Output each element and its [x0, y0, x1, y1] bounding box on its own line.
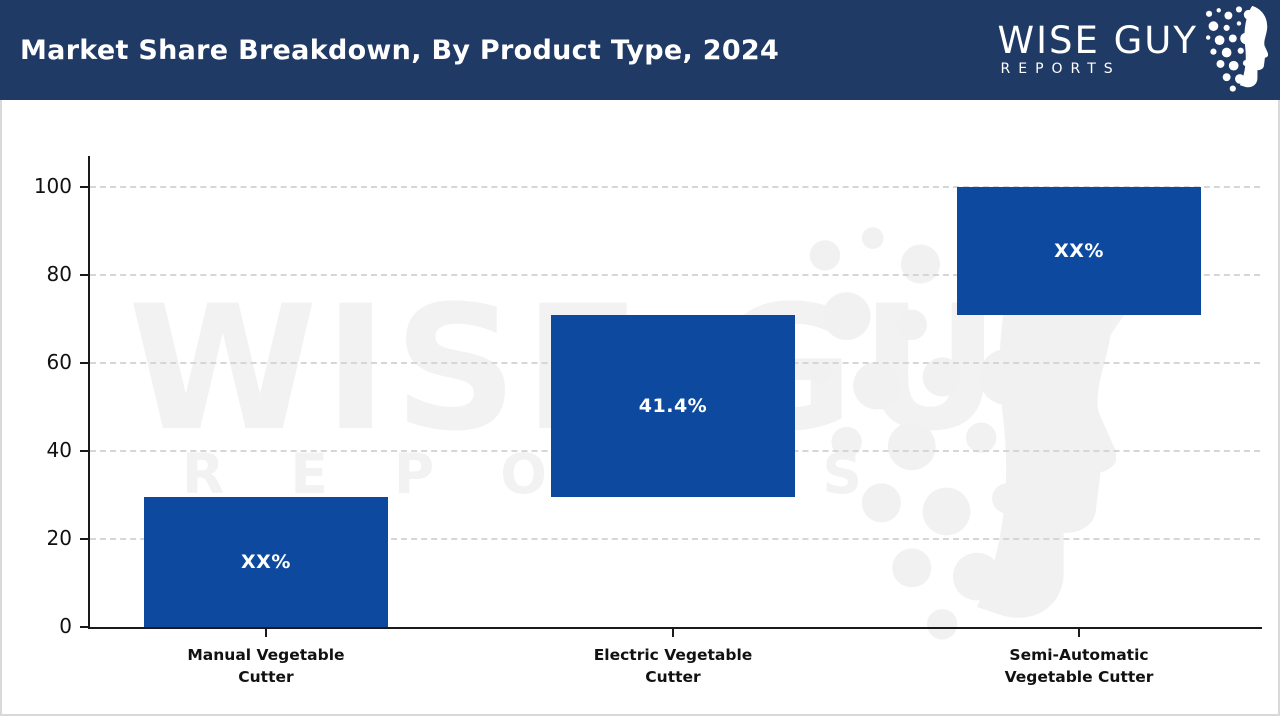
x-tick-mark-2: [1078, 629, 1080, 637]
y-tick-mark-60: [80, 361, 88, 364]
bar-segment: 41.4%: [551, 314, 795, 498]
logo-wordmark: WISE GUY: [997, 18, 1198, 62]
y-tick-label-0: 0: [59, 614, 72, 638]
y-tick-mark-20: [80, 537, 88, 540]
header-bar: Market Share Breakdown, By Product Type,…: [0, 0, 1280, 100]
y-tick-label-20: 20: [46, 525, 72, 550]
bar-segment: XX%: [143, 497, 388, 627]
x-tick-label-2: Semi-Automatic Vegetable Cutter: [1004, 646, 1154, 686]
y-axis: [88, 156, 90, 629]
y-tick-label-100: 100: [33, 173, 72, 198]
chart-area: WISE GUY REPORTS XX%41.4%XX% 02040608010…: [0, 100, 1280, 716]
bar-value-label: 41.4%: [638, 395, 708, 418]
y-tick-label-60: 60: [46, 349, 72, 374]
x-axis: [88, 627, 1262, 629]
logo-subtext: REPORTS: [1000, 61, 1121, 78]
page-title: Market Share Breakdown, By Product Type,…: [20, 34, 780, 66]
gridline-100: [90, 185, 1260, 188]
bar-value-label: XX%: [241, 551, 291, 574]
gridline-80: [90, 273, 1260, 276]
y-tick-mark-100: [80, 185, 88, 188]
logo-text: WISE GUY REPORTS: [997, 18, 1198, 78]
x-tick-mark-1: [672, 629, 674, 637]
gridline-20: [90, 537, 1260, 540]
y-tick-mark-40: [80, 449, 88, 452]
y-tick-label-80: 80: [46, 261, 72, 286]
wise-guy-reports-logo: WISE GUY REPORTS: [998, 5, 1268, 93]
x-tick-mark-0: [264, 629, 267, 637]
ticks-layer: 0 20 40 60 80 100 Manual Vegetable Cutter Elect…: [2, 100, 1278, 714]
y-tick-mark-80: [80, 273, 88, 276]
x-tick-label-1: Electric Vegetable Cutter: [593, 646, 753, 686]
bars-layer: XX% 41.4% XX%: [2, 100, 1278, 714]
x-tick-label-0: Manual Vegetable Cutter: [187, 646, 345, 686]
y-tick-mark-0: [80, 626, 88, 628]
y-tick-label-40: 40: [46, 437, 72, 462]
bar-value-label: XX%: [1054, 239, 1104, 262]
bar-segment: XX%: [957, 186, 1201, 315]
dotted-face-icon: [1202, 5, 1268, 93]
